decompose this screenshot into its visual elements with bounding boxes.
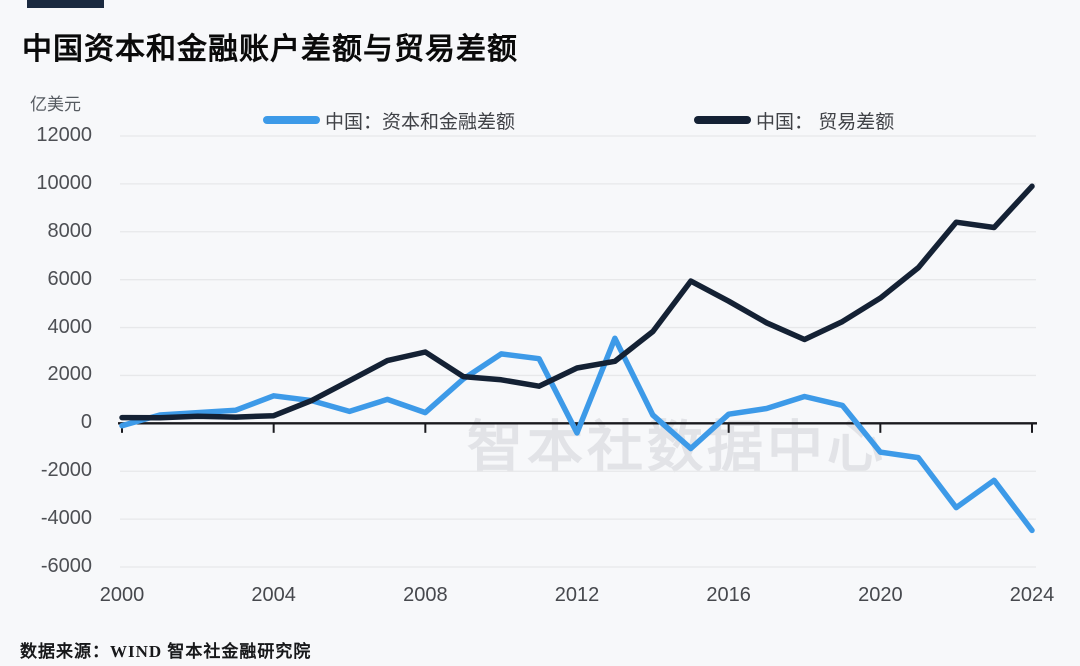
- legend-item-trade: 中国： 贸易差额: [694, 108, 895, 133]
- x-axis-label: 2012: [554, 584, 600, 606]
- y-axis-label: 12000: [36, 124, 92, 146]
- legend-label-capital: 中国：资本和金融差额: [325, 111, 516, 133]
- watermark: 智本社数据中心: [467, 415, 887, 479]
- series-line-trade: [119, 183, 1035, 421]
- x-axis-label: 2016: [706, 584, 751, 606]
- x-axis-label: 2008: [403, 584, 448, 606]
- title-accent-bar: [27, 0, 104, 8]
- x-axis-label: 2020: [858, 584, 903, 606]
- y-axis-unit-label: 亿美元: [30, 95, 81, 114]
- y-axis-label: -6000: [40, 555, 92, 577]
- y-axis-label: 6000: [47, 267, 93, 290]
- legend-label-trade: 中国： 贸易差额: [756, 111, 895, 133]
- legend-swatch-trade-icon: [694, 116, 751, 124]
- y-axis-label: 2000: [47, 363, 93, 386]
- y-axis-label: -4000: [40, 507, 92, 530]
- legend-item-capital: 中国：资本和金融差额: [263, 108, 516, 133]
- y-axis-label: -2000: [40, 459, 92, 482]
- y-axis-label: 8000: [47, 219, 93, 242]
- data-source-note: 数据来源：WIND 智本社金融研究院: [20, 642, 312, 661]
- x-axis-label: 2000: [99, 584, 145, 606]
- legend-swatch-capital-icon: [263, 116, 320, 124]
- chart-title: 中国资本和金融账户差额与贸易差额: [22, 33, 518, 66]
- x-axis-label: 2004: [251, 584, 296, 606]
- x-axis-label: 2024: [1009, 584, 1055, 606]
- y-axis-label: 10000: [36, 171, 92, 194]
- series-line-capital-financial: [119, 335, 1035, 534]
- y-axis-label: 0: [80, 411, 92, 434]
- y-axis-label: 4000: [47, 315, 93, 338]
